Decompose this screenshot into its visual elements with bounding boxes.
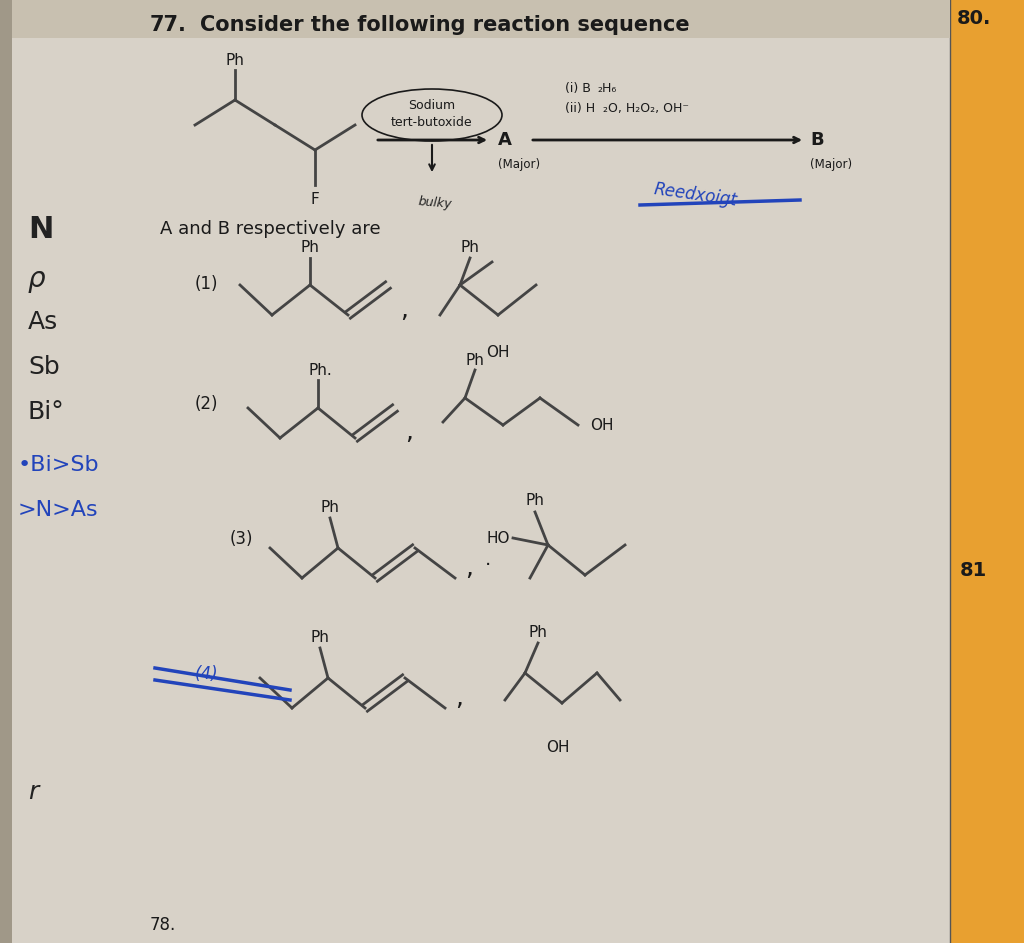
Text: 81: 81: [961, 560, 987, 580]
Text: Sodium: Sodium: [409, 98, 456, 111]
Text: 78.: 78.: [150, 916, 176, 934]
Text: (Major): (Major): [810, 158, 852, 171]
Text: Ph: Ph: [525, 493, 545, 508]
Text: Ph: Ph: [528, 625, 548, 640]
Text: bulky: bulky: [418, 195, 453, 211]
Text: OH: OH: [546, 740, 569, 755]
Text: ,: ,: [455, 686, 463, 710]
Text: A: A: [498, 131, 512, 149]
Text: >N>As: >N>As: [18, 500, 98, 520]
Text: (Major): (Major): [498, 158, 540, 171]
Bar: [12, 0, 950, 38]
Text: HO: HO: [486, 531, 510, 545]
Text: Ph.: Ph.: [308, 363, 332, 378]
Bar: [0, 0, 12, 943]
Text: OH: OH: [486, 345, 510, 360]
Text: (i) B: (i) B: [565, 81, 591, 94]
Text: B: B: [810, 131, 823, 149]
Text: •Bi>Sb: •Bi>Sb: [18, 455, 99, 475]
Text: Ph: Ph: [225, 53, 245, 68]
Text: (3): (3): [230, 530, 254, 548]
Text: 80.: 80.: [957, 8, 991, 27]
Text: A and B respectively are: A and B respectively are: [160, 220, 381, 238]
Text: (ii) H: (ii) H: [565, 102, 595, 114]
Text: As: As: [28, 310, 58, 334]
Text: ,: ,: [465, 556, 473, 580]
Text: Bi°: Bi°: [28, 400, 65, 424]
Text: ,: ,: [406, 420, 413, 444]
Text: ₂H₆: ₂H₆: [597, 81, 616, 94]
Text: ,: ,: [400, 298, 408, 322]
Text: Ph: Ph: [321, 500, 339, 515]
Text: r: r: [28, 780, 38, 804]
Text: ρ: ρ: [28, 265, 46, 293]
Text: Ph: Ph: [310, 630, 330, 645]
Text: tert-butoxide: tert-butoxide: [391, 115, 473, 128]
Text: Ph: Ph: [466, 353, 484, 368]
Text: N: N: [28, 215, 53, 244]
Text: (4): (4): [195, 665, 219, 683]
Text: (1): (1): [195, 275, 218, 293]
Bar: [950, 0, 1024, 943]
Text: ₂O, H₂O₂, OH⁻: ₂O, H₂O₂, OH⁻: [603, 102, 689, 114]
Text: Sb: Sb: [28, 355, 59, 379]
Text: Ph: Ph: [301, 240, 319, 255]
Text: ·: ·: [485, 555, 492, 574]
Text: Reedxoigt: Reedxoigt: [652, 180, 738, 209]
Text: (2): (2): [195, 395, 218, 413]
Text: F: F: [310, 192, 319, 207]
Text: 77.: 77.: [150, 15, 186, 35]
Text: OH: OH: [590, 418, 613, 433]
Text: Consider the following reaction sequence: Consider the following reaction sequence: [200, 15, 689, 35]
Text: Ph: Ph: [461, 240, 479, 255]
